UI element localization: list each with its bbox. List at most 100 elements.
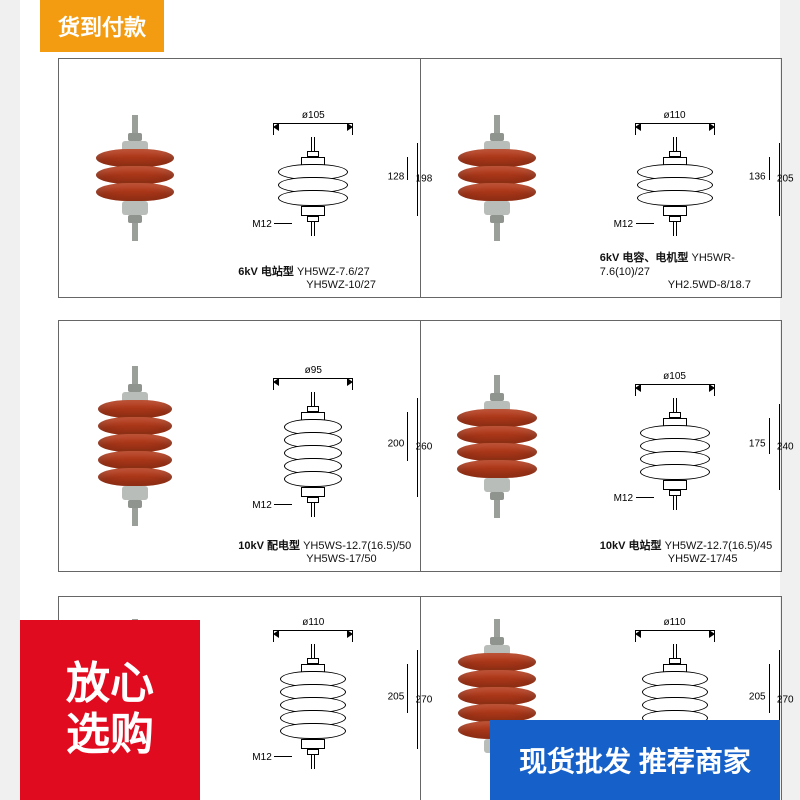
catalog-cell: ø110205136M12 6kV 电容、电机型 YH5WR-7.6(10)/27… [420,59,781,297]
bottom-cap [484,478,510,492]
shed [458,183,536,201]
dw-shed [637,190,713,206]
bottom-cap [484,201,510,215]
height-inner-label: 128 [388,171,405,182]
cell-caption: 10kV 配电型 YH5WS-12.7(16.5)/50YH5WS-17/50 [65,540,414,568]
arrester-photo [452,115,542,241]
dw-shed [640,464,710,480]
dw-pin [311,755,315,769]
top-nut [128,384,142,392]
technical-drawing: ø95260200M12 [228,378,398,517]
bottom-nut [490,492,504,500]
arrester-photo [452,375,542,518]
dw-pin [311,222,315,236]
model-code: YH5WS-17/50 [238,553,376,567]
model-code: YH5WZ-10/27 [238,279,376,293]
height-inner-label: 136 [749,171,766,182]
dw-cap [663,480,687,490]
cell-caption: 6kV 电容、电机型 YH5WR-7.6(10)/27YH2.5WD-8/18.… [427,252,775,293]
photo-wrap [59,59,211,297]
bottom-nut [128,215,142,223]
height-outer-label: 240 [777,442,794,453]
technical-drawing: ø105198128M12 [228,123,398,236]
top-nut [128,133,142,141]
catalog-row: ø105198128M12 6kV 电站型 YH5WZ-7.6/27YH5WZ-1… [58,58,782,298]
dw-shed [278,190,348,206]
diameter-label: ø110 [662,617,688,628]
height-inner-label: 205 [749,691,766,702]
height-inner-label: 175 [749,439,766,450]
dw-cap [301,487,325,497]
dw-pin [673,222,677,236]
diameter-label: ø105 [300,110,327,121]
technical-drawing: ø110270205M12 [228,630,398,769]
bottom-pin [494,223,500,241]
height-inner-dim [769,664,770,713]
confidence-line2: 选购 [66,710,154,761]
model-code: YH5WZ-7.6/27 [297,266,370,278]
diagram-wrap: ø110270205M12 [211,597,420,800]
catalog-cell: ø105198128M12 6kV 电站型 YH5WZ-7.6/27YH5WZ-1… [59,59,420,297]
dw-cap [663,206,687,216]
thread-leader [636,497,654,498]
model-code: YH2.5WD-8/18.7 [600,279,751,293]
cod-badge: 货到付款 [40,0,164,52]
diameter-label: ø110 [300,617,326,628]
height-inner-dim [769,157,770,180]
technical-drawing: ø110205136M12 [590,123,760,236]
dw-pin [311,503,315,517]
bottom-pin [494,500,500,518]
top-pin [494,375,500,393]
thread-label: M12 [252,500,271,511]
dw-cap [301,739,325,749]
model-code: YH5WZ-12.7(16.5)/45 [665,540,773,552]
top-pin [494,619,500,637]
height-inner-dim [769,418,770,454]
wholesale-badge: 现货批发 推荐商家 [490,720,780,800]
catalog-page: 货到付款 ø105198128M126kV 电站型 YH5WZ-7.6/27YH… [20,0,780,800]
thread-leader [274,223,292,224]
top-nut [490,393,504,401]
dw-shed [284,471,342,487]
dw-pin [673,398,677,412]
diameter-dimension: ø105 [635,384,715,396]
model-code: YH5WS-12.7(16.5)/50 [303,540,411,552]
thread-leader [274,504,292,505]
photo-wrap [59,321,211,571]
thread-label: M12 [614,493,633,504]
model-code: YH5WZ-17/45 [600,553,738,567]
height-outer-label: 205 [777,174,794,185]
height-inner-label: 200 [388,439,405,450]
diameter-label: ø110 [662,110,688,121]
height-inner-label: 205 [388,691,405,702]
technical-drawing: ø105240175M12 [590,384,760,510]
diameter-dimension: ø110 [635,630,715,642]
top-pin [494,115,500,133]
dw-pin [673,137,677,151]
catalog-cell: ø105240175M12 10kV 电站型 YH5WZ-12.7(16.5)/4… [420,321,781,571]
shed [98,468,172,486]
height-inner-dim [407,412,408,461]
confidence-line1: 放心 [66,659,154,710]
arrester-photo [90,115,180,241]
height-outer-label: 270 [777,694,794,705]
height-inner-dim [407,664,408,713]
top-pin [132,115,138,133]
photo-wrap [421,321,572,571]
bottom-pin [132,223,138,241]
bottom-nut [490,215,504,223]
thread-leader [636,223,654,224]
type-label: 6kV 电站型 [238,266,294,278]
arrester-photo [90,366,180,526]
diagram-wrap: ø105240175M12 [572,321,781,571]
dw-pin [311,392,315,406]
diameter-dimension: ø110 [635,123,715,135]
type-label: 10kV 电站型 [600,540,662,552]
dw-pin [673,644,677,658]
thread-label: M12 [252,219,271,230]
height-inner-dim [407,157,408,180]
top-nut [490,133,504,141]
type-label: 10kV 配电型 [238,540,300,552]
confidence-badge: 放心 选购 [20,620,200,800]
thread-label: M12 [614,219,633,230]
